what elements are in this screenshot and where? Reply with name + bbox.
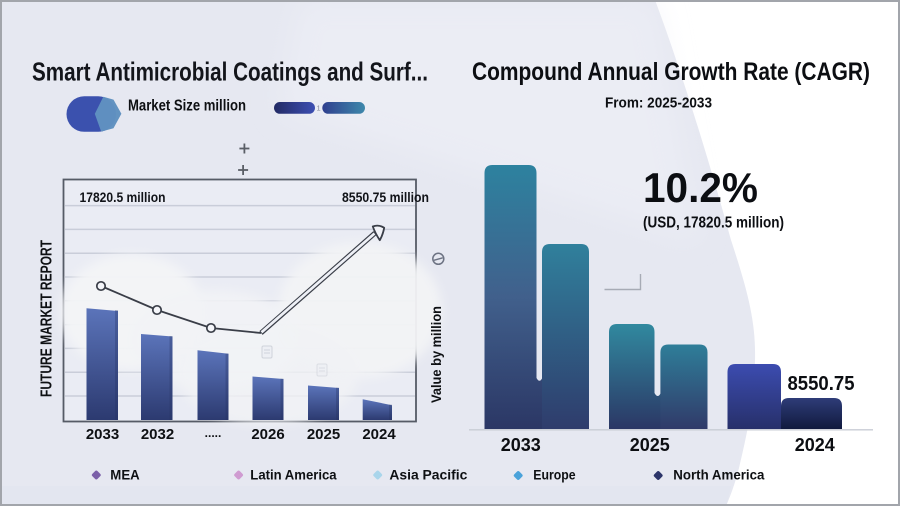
svg-text:(USD, 17820.5 million): (USD, 17820.5 million) [643,215,784,232]
svg-text:MEA: MEA [110,468,140,483]
svg-text:2033: 2033 [501,435,541,455]
svg-text:Smart Antimicrobial Coatings a: Smart Antimicrobial Coatings and Surf... [32,57,428,87]
svg-text:1: 1 [317,104,321,113]
svg-text:2033: 2033 [86,426,119,443]
svg-text:8550.75: 8550.75 [788,373,855,395]
svg-text:2025: 2025 [307,426,340,443]
svg-text:Market Size million: Market Size million [128,98,246,115]
svg-text:From: 2025-2033: From: 2025-2033 [605,95,712,112]
svg-text:2026: 2026 [251,426,284,443]
svg-text:Latin America: Latin America [250,468,337,483]
svg-text:FUTURE MARKET REPORT: FUTURE MARKET REPORT [39,240,56,397]
svg-text:2032: 2032 [141,426,174,443]
svg-text:17820.5 million: 17820.5 million [80,190,166,205]
svg-text:Asia Pacific: Asia Pacific [389,468,467,483]
svg-text:North America: North America [673,468,765,483]
svg-text:10.2%: 10.2% [643,164,758,211]
svg-text:.....: ..... [205,426,222,440]
svg-text:8550.75 million: 8550.75 million [342,190,429,205]
svg-text:2024: 2024 [362,426,396,443]
svg-text:Value by million: Value by million [429,306,444,403]
svg-text:Europe: Europe [533,468,576,483]
svg-text:2025: 2025 [630,435,670,455]
svg-text:2024: 2024 [795,435,835,455]
svg-text:Compound Annual Growth Rate (C: Compound Annual Growth Rate (CAGR) [472,58,870,86]
